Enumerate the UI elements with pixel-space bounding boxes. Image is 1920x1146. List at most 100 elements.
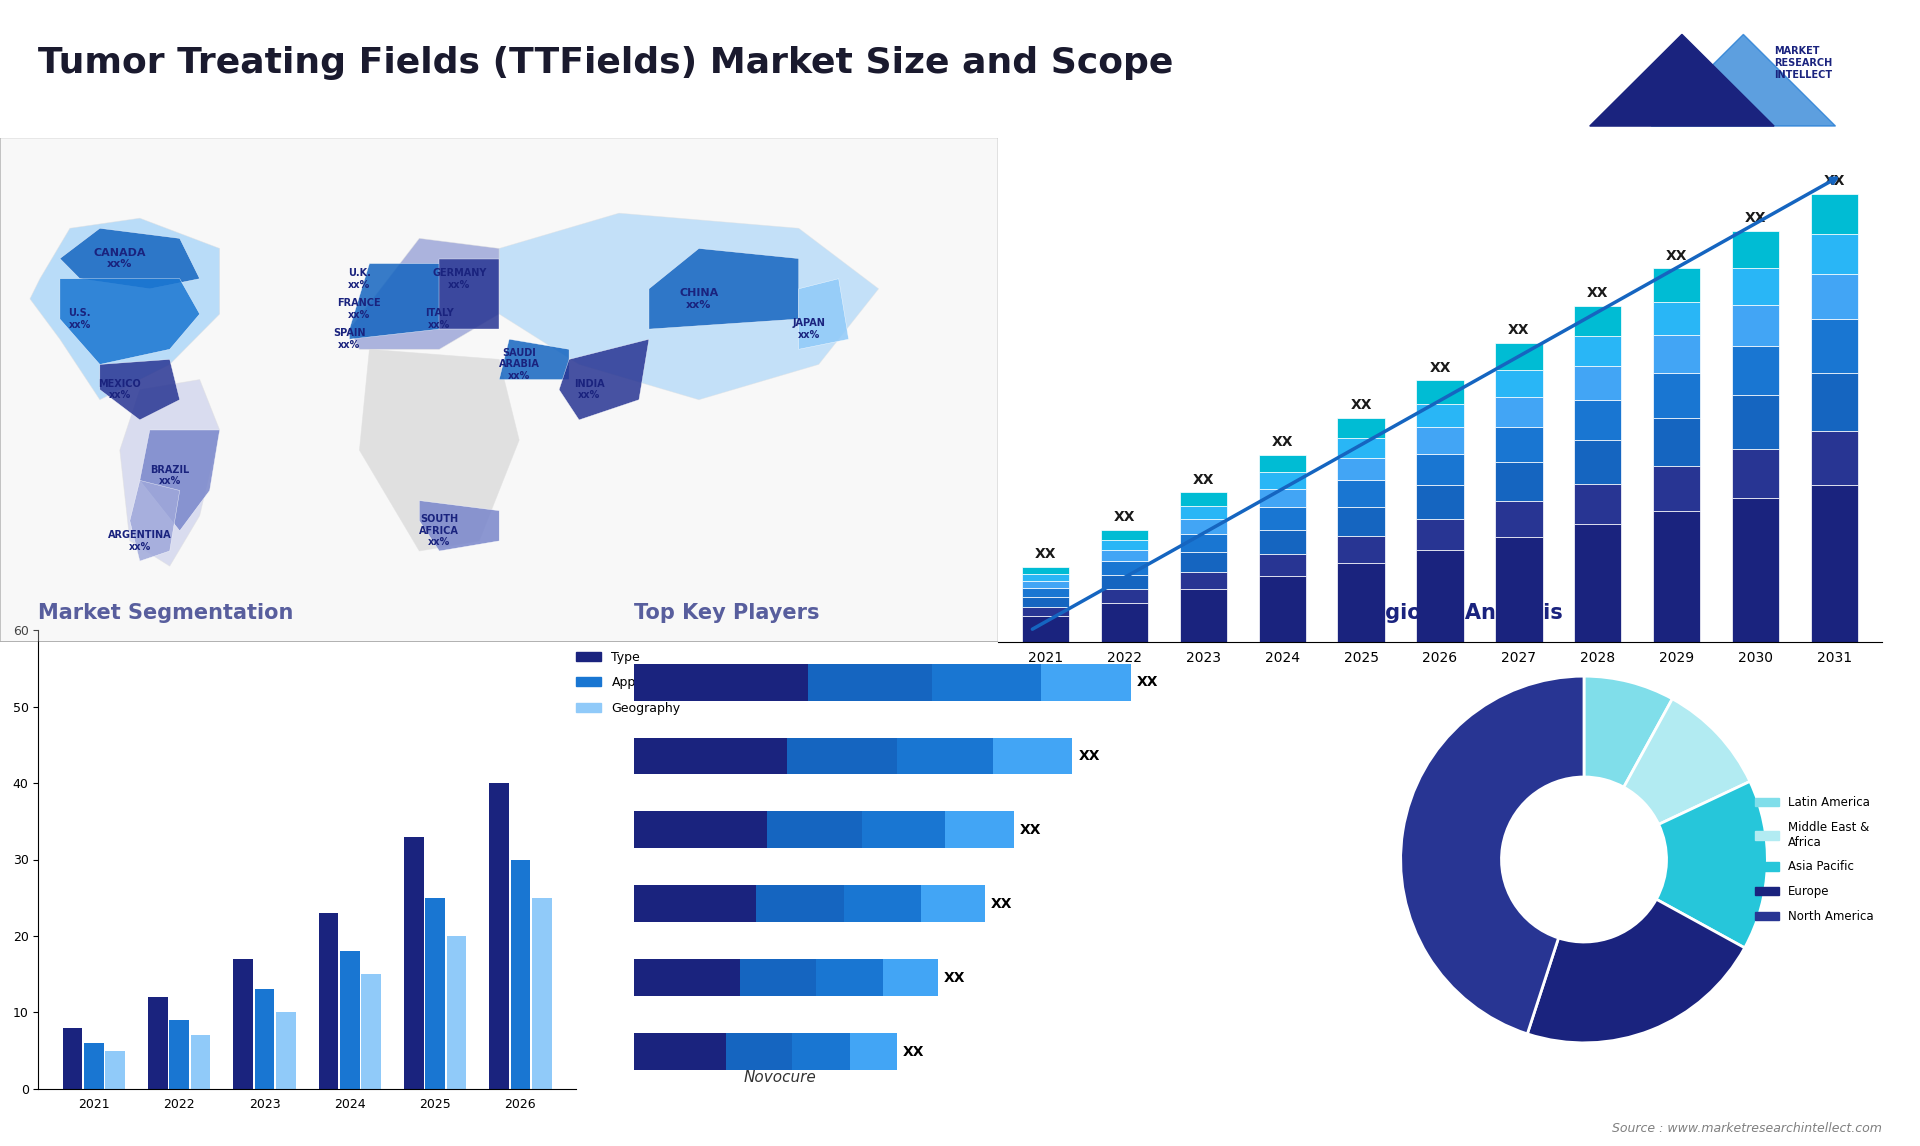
Polygon shape — [60, 278, 200, 364]
Text: MEXICO
xx%: MEXICO xx% — [98, 379, 142, 400]
Bar — [169, 1020, 188, 1089]
Wedge shape — [1624, 699, 1749, 824]
Bar — [1811, 194, 1859, 234]
Polygon shape — [349, 264, 440, 339]
Polygon shape — [31, 218, 219, 400]
Bar — [1417, 519, 1463, 550]
Text: U.K.
xx%: U.K. xx% — [348, 268, 371, 290]
Legend: Latin America, Middle East &
Africa, Asia Pacific, Europe, North America: Latin America, Middle East & Africa, Asi… — [1751, 791, 1878, 928]
Bar — [1417, 427, 1463, 454]
Bar — [726, 1034, 791, 1070]
Text: Novocure: Novocure — [743, 1070, 816, 1085]
Bar — [1574, 440, 1620, 484]
Bar — [1653, 466, 1701, 511]
Text: SAUDI
ARABIA
xx%: SAUDI ARABIA xx% — [499, 348, 540, 380]
Text: Market Segmentation: Market Segmentation — [38, 603, 294, 623]
Polygon shape — [140, 430, 219, 531]
Bar — [1021, 567, 1069, 574]
Bar — [426, 897, 445, 1089]
Text: GERMANY
xx%: GERMANY xx% — [432, 268, 486, 290]
Text: SPAIN
xx%: SPAIN xx% — [334, 329, 365, 350]
Bar — [1496, 397, 1542, 426]
Text: XX: XX — [1588, 286, 1609, 300]
Bar — [1021, 597, 1069, 606]
Text: XX: XX — [902, 1045, 924, 1059]
Bar — [862, 811, 945, 848]
Bar — [1732, 346, 1780, 395]
Bar — [816, 959, 883, 996]
Bar — [634, 664, 808, 700]
Text: CHINA
xx%: CHINA xx% — [680, 288, 718, 309]
Bar — [1732, 268, 1780, 305]
Bar — [634, 886, 756, 923]
Bar — [1417, 380, 1463, 403]
Bar — [1041, 664, 1131, 700]
Bar — [1574, 336, 1620, 366]
Bar — [1179, 493, 1227, 505]
Wedge shape — [1402, 676, 1584, 1034]
Bar — [1496, 463, 1542, 501]
Bar — [532, 897, 551, 1089]
Text: INDIA
xx%: INDIA xx% — [574, 379, 605, 400]
Bar — [1496, 426, 1542, 463]
Bar — [1100, 540, 1148, 550]
Polygon shape — [119, 379, 219, 566]
Bar — [1574, 484, 1620, 524]
Bar — [1574, 524, 1620, 642]
Bar — [1179, 519, 1227, 534]
Bar — [1260, 455, 1306, 472]
Bar — [1496, 343, 1542, 370]
Polygon shape — [559, 339, 649, 419]
Text: XX: XX — [1079, 749, 1100, 763]
Text: XX: XX — [1507, 323, 1530, 337]
Bar — [1574, 366, 1620, 400]
Bar — [361, 974, 380, 1089]
Bar — [1338, 564, 1384, 642]
Bar — [1417, 403, 1463, 427]
Polygon shape — [60, 228, 200, 289]
Bar — [922, 886, 985, 923]
Text: JAPAN
xx%: JAPAN xx% — [793, 319, 826, 340]
Bar — [634, 811, 766, 848]
Bar — [849, 1034, 897, 1070]
Text: XX: XX — [1192, 473, 1213, 487]
Text: XX: XX — [1667, 249, 1688, 262]
Text: XX: XX — [1428, 361, 1452, 375]
Text: XX: XX — [1350, 398, 1373, 413]
Bar — [1338, 417, 1384, 438]
Polygon shape — [649, 249, 799, 329]
Bar — [1021, 574, 1069, 581]
Text: XX: XX — [1114, 510, 1135, 524]
Bar — [1260, 488, 1306, 508]
Bar — [845, 886, 922, 923]
Bar — [1338, 480, 1384, 508]
Bar — [1260, 508, 1306, 529]
Bar — [766, 811, 862, 848]
Bar — [1260, 472, 1306, 488]
Text: MARKET
RESEARCH
INTELLECT: MARKET RESEARCH INTELLECT — [1774, 47, 1832, 79]
Text: Tumor Treating Fields (TTFields) Market Size and Scope: Tumor Treating Fields (TTFields) Market … — [38, 46, 1173, 80]
Bar — [945, 811, 1014, 848]
Bar — [1100, 589, 1148, 603]
Bar — [511, 860, 530, 1089]
Bar — [739, 959, 816, 996]
Text: XX: XX — [1745, 211, 1766, 226]
Text: XX: XX — [1137, 675, 1158, 689]
Polygon shape — [131, 480, 180, 562]
Bar — [63, 1028, 83, 1089]
Polygon shape — [499, 339, 568, 379]
Bar — [1338, 508, 1384, 536]
Bar — [106, 1051, 125, 1089]
Bar — [1732, 230, 1780, 268]
Bar — [1653, 301, 1701, 336]
Text: XX: XX — [1035, 548, 1056, 562]
Bar — [1653, 511, 1701, 642]
Bar — [1811, 234, 1859, 274]
Bar — [1260, 554, 1306, 576]
Bar — [1417, 485, 1463, 519]
Wedge shape — [1526, 900, 1745, 1043]
Bar — [403, 837, 424, 1089]
Bar — [1496, 370, 1542, 397]
Bar — [1260, 529, 1306, 554]
Text: XX: XX — [991, 897, 1012, 911]
